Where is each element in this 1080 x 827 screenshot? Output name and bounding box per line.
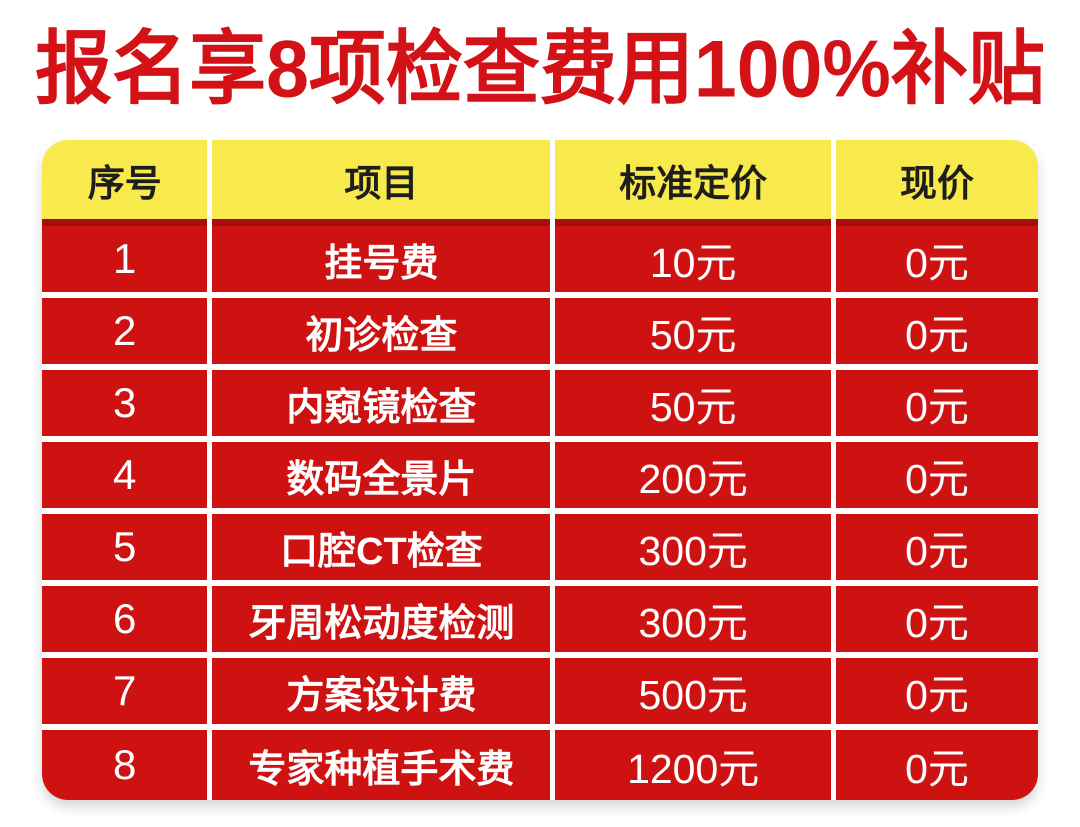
table-cell-item-name: 数码全景片 bbox=[212, 442, 551, 514]
table-cell-current-price: 0元 bbox=[836, 730, 1038, 800]
table-cell-item-name: 挂号费 bbox=[212, 226, 551, 298]
table-cell-standard-price: 10元 bbox=[555, 226, 832, 298]
table-cell-current-price: 0元 bbox=[836, 658, 1038, 730]
table-cell-current-price: 0元 bbox=[836, 442, 1038, 514]
table-cell-row-number: 3 bbox=[42, 370, 208, 442]
table-cell-item-name: 口腔CT检查 bbox=[212, 514, 551, 586]
table-cell-row-number: 4 bbox=[42, 442, 208, 514]
table-cell-current-price: 0元 bbox=[836, 514, 1038, 586]
page-title: 报名享8项检查费用100%补贴 bbox=[35, 24, 1045, 115]
table-cell-item-name: 内窥镜检查 bbox=[212, 370, 551, 442]
table-header-col-item: 项目 bbox=[212, 140, 551, 226]
table-cell-standard-price: 200元 bbox=[555, 442, 832, 514]
table-cell-item-name: 牙周松动度检测 bbox=[212, 586, 551, 658]
table-cell-item-name: 方案设计费 bbox=[212, 658, 551, 730]
price-table: 序号 项目 标准定价 现价 1 挂号费 10元 0元 2 初诊检查 50元 0元 3 内窥镜检查 50元 0元… bbox=[42, 140, 1038, 800]
table-cell-current-price: 0元 bbox=[836, 370, 1038, 442]
table-cell-standard-price: 50元 bbox=[555, 298, 832, 370]
table-cell-item-name: 初诊检查 bbox=[212, 298, 551, 370]
table-cell-current-price: 0元 bbox=[836, 226, 1038, 298]
table-cell-item-name: 专家种植手术费 bbox=[212, 730, 551, 800]
table-cell-standard-price: 500元 bbox=[555, 658, 832, 730]
table-header-col-current-price: 现价 bbox=[836, 140, 1038, 226]
table-cell-current-price: 0元 bbox=[836, 298, 1038, 370]
table-cell-standard-price: 50元 bbox=[555, 370, 832, 442]
table-cell-row-number: 8 bbox=[42, 730, 208, 800]
table-cell-current-price: 0元 bbox=[836, 586, 1038, 658]
table-cell-row-number: 2 bbox=[42, 298, 208, 370]
table-cell-standard-price: 1200元 bbox=[555, 730, 832, 800]
table-cell-standard-price: 300元 bbox=[555, 514, 832, 586]
table-header-col-number: 序号 bbox=[42, 140, 208, 226]
table-header-col-standard-price: 标准定价 bbox=[555, 140, 832, 226]
table-cell-row-number: 5 bbox=[42, 514, 208, 586]
table-cell-row-number: 6 bbox=[42, 586, 208, 658]
table-cell-row-number: 1 bbox=[42, 226, 208, 298]
table-cell-standard-price: 300元 bbox=[555, 586, 832, 658]
table-cell-row-number: 7 bbox=[42, 658, 208, 730]
